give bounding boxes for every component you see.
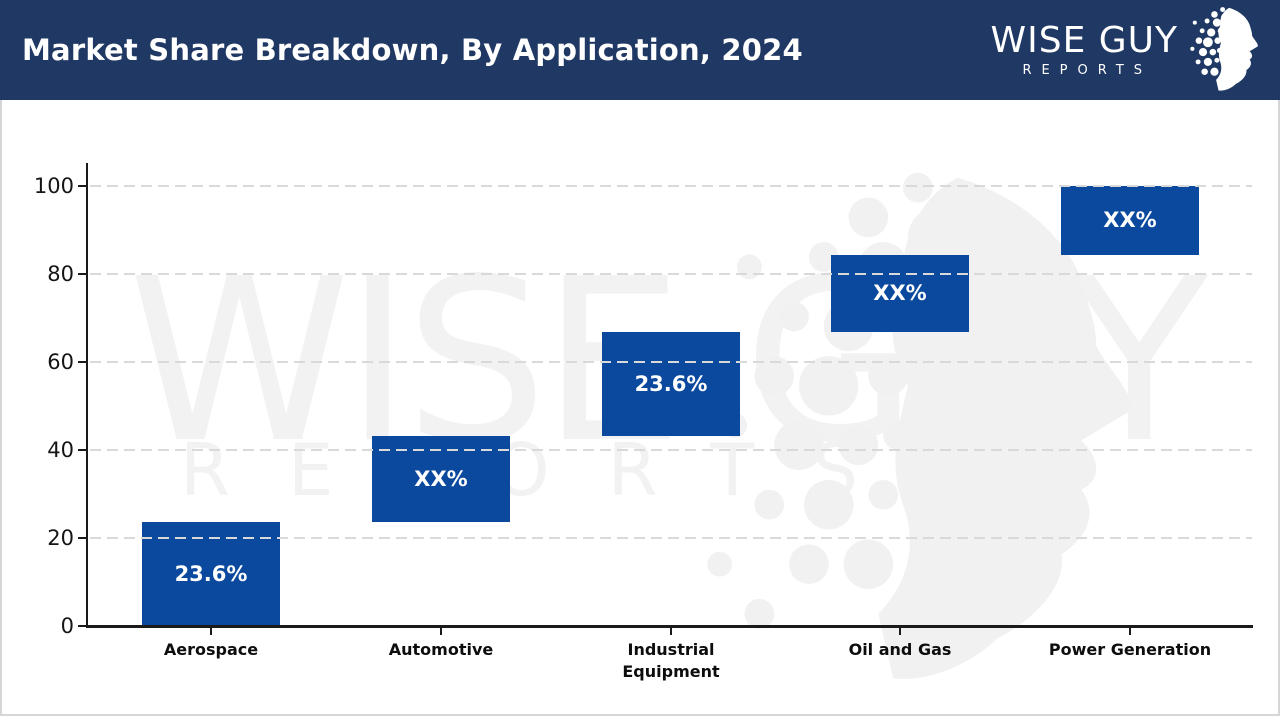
- bar-value-label: XX%: [873, 281, 927, 306]
- y-tick-label: 60: [47, 350, 74, 374]
- x-axis-label: Industrial Equipment: [622, 640, 720, 681]
- wise-guy-reports-logo: WISE GUY REPORTS: [991, 3, 1263, 97]
- x-tick: [899, 628, 901, 635]
- page-title: Market Share Breakdown, By Application, …: [22, 33, 803, 67]
- y-tick: [78, 449, 87, 451]
- bar-power-generation: XX%: [1061, 186, 1199, 255]
- bar-value-label: 23.6%: [634, 371, 708, 396]
- gridline-y-100: [90, 185, 1252, 187]
- logo-reports-label: REPORTS: [1022, 63, 1153, 78]
- gridline-y-20: [90, 537, 1252, 539]
- y-axis-line: [86, 163, 88, 628]
- x-tick: [440, 628, 442, 635]
- bar-value-label: 23.6%: [174, 562, 248, 587]
- y-tick: [78, 537, 87, 539]
- bar-industrial-equipment: 23.6%: [602, 332, 740, 436]
- x-axis-line: [86, 625, 1253, 628]
- gridline-y-60: [90, 361, 1252, 363]
- watermark-reports: REPORTS: [180, 428, 917, 512]
- x-axis-label: Oil and Gas: [848, 640, 952, 659]
- bar-oil-and-gas: XX%: [831, 254, 969, 333]
- x-axis-label: Aerospace: [163, 640, 259, 659]
- logo-wise-guy-label: WISE GUY: [990, 20, 1178, 61]
- bar-value-label: XX%: [414, 467, 468, 492]
- x-axis-label: Power Generation: [1048, 640, 1212, 659]
- y-tick: [78, 273, 87, 275]
- y-tick-label: 40: [47, 438, 74, 462]
- x-tick: [210, 628, 212, 635]
- logo-face-icon: [1180, 3, 1262, 97]
- gridline-y-80: [90, 273, 1252, 275]
- gridline-y-40: [90, 449, 1252, 451]
- y-tick-label: 20: [47, 526, 74, 550]
- bar-value-label: XX%: [1103, 208, 1157, 233]
- y-tick: [78, 625, 87, 627]
- y-tick-label: 100: [33, 174, 74, 198]
- y-tick-label: 80: [47, 262, 74, 286]
- x-tick: [1129, 628, 1131, 635]
- y-tick-label: 0: [60, 614, 74, 638]
- x-axis-label: Automotive: [388, 640, 494, 659]
- bar-aerospace: 23.6%: [142, 522, 280, 626]
- y-tick: [78, 185, 87, 187]
- x-tick: [670, 628, 672, 635]
- logo-text: WISE GUY REPORTS: [990, 20, 1179, 78]
- y-tick: [78, 361, 87, 363]
- header-banner: Market Share Breakdown, By Application, …: [0, 0, 1280, 100]
